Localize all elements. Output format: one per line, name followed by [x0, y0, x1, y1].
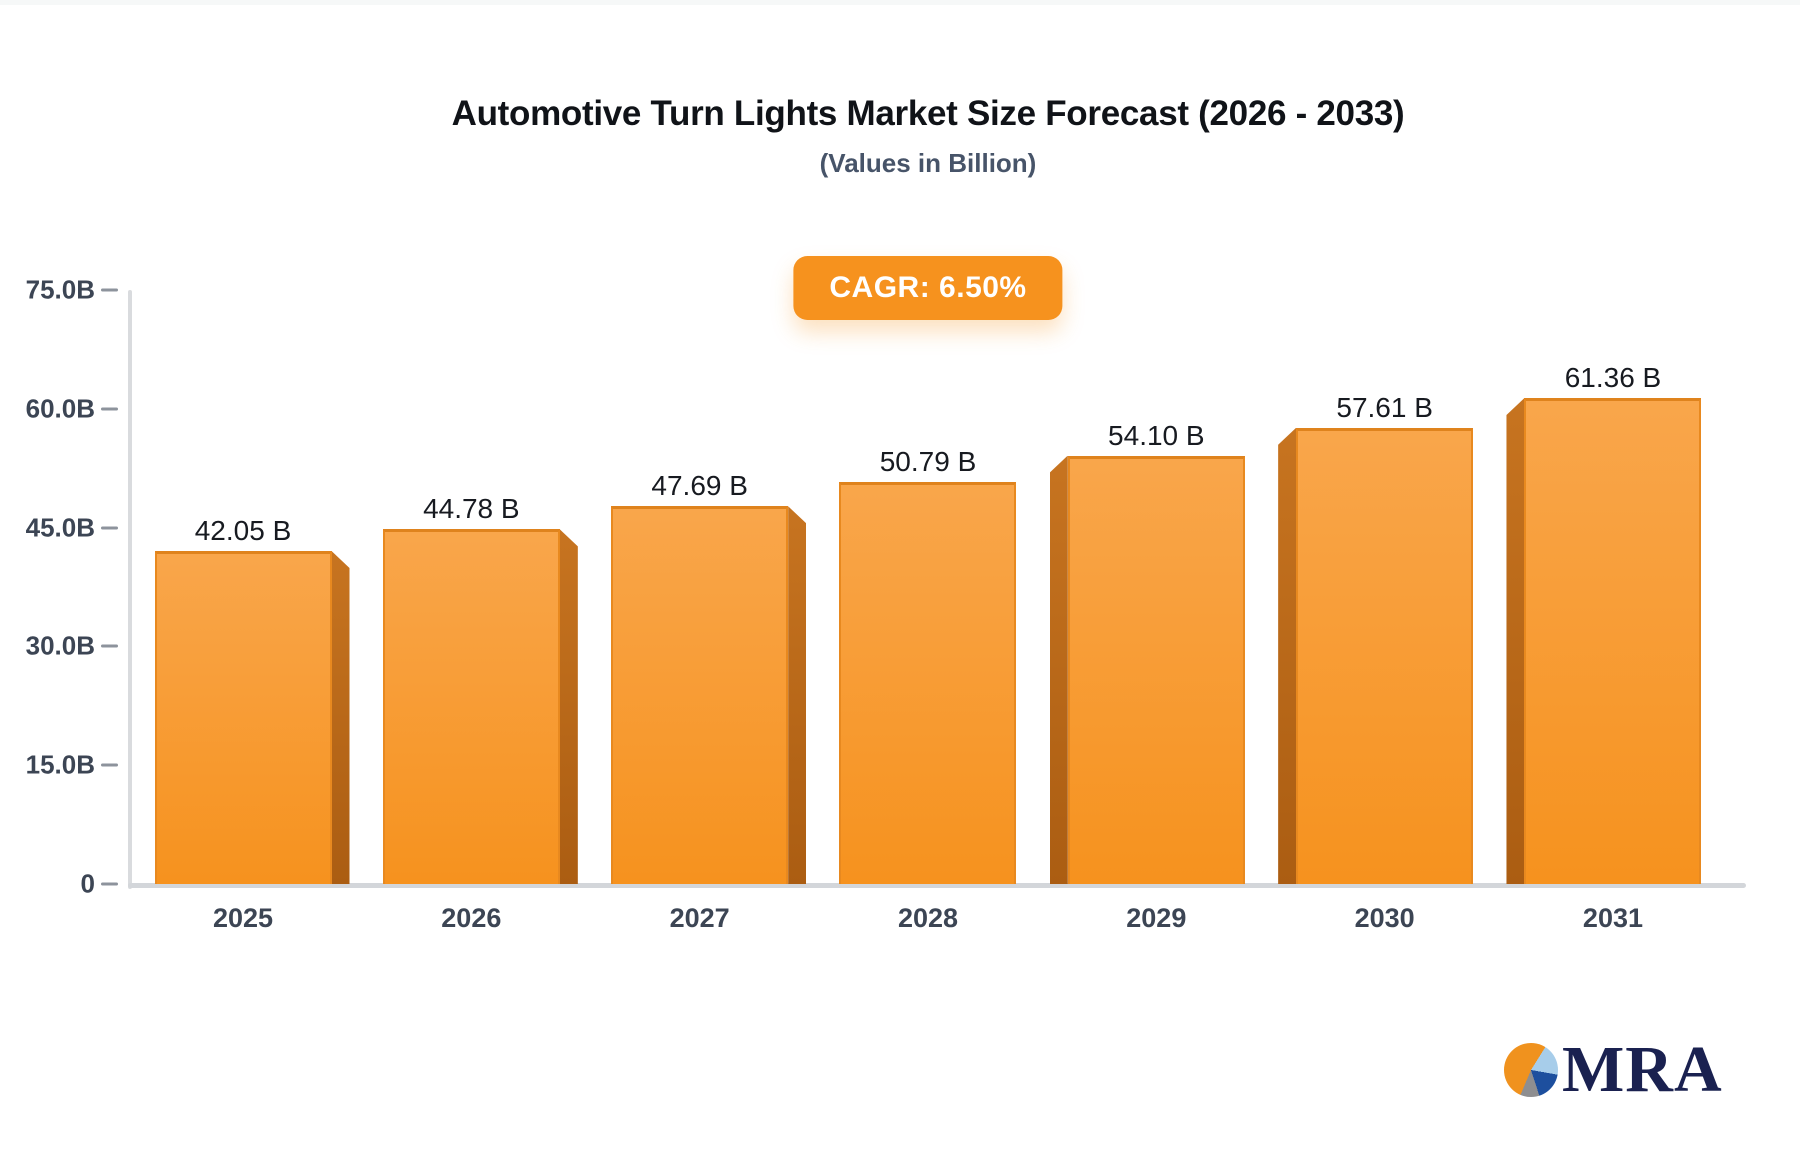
y-tick-label-30.0B: 30.0B: [25, 630, 95, 661]
y-tick-mark: [101, 763, 118, 767]
bar-2027: [611, 506, 789, 884]
y-tick-mark: [101, 644, 118, 648]
y-tick-mark: [101, 407, 118, 411]
bar-value-label-2028: 50.79 B: [879, 445, 977, 477]
y-tick-mark: [101, 288, 118, 292]
bar-value-label-2025: 42.05 B: [194, 514, 292, 546]
y-tick-label-75.0B: 75.0B: [25, 274, 95, 305]
x-axis-label-2025: 2025: [212, 903, 274, 933]
x-axis-label-2028: 2028: [897, 903, 959, 933]
mra-logo: MRA: [1504, 1033, 1723, 1106]
bar-value-label-2026: 44.78 B: [423, 493, 520, 525]
y-tick-mark: [101, 882, 118, 886]
bar-value-label-2031: 61.36 B: [1564, 362, 1662, 394]
bar-2031: [1524, 398, 1702, 884]
y-tick-label-45.0B: 45.0B: [25, 512, 95, 543]
bar-side-face-2030: [1278, 427, 1297, 884]
bar-side-face-2029: [1049, 455, 1068, 884]
x-axis-label-2029: 2029: [1126, 903, 1187, 933]
x-axis-label-2027: 2027: [669, 903, 730, 933]
bar-2029: [1067, 455, 1245, 884]
y-tick-mark: [101, 526, 118, 530]
bar-value-label-2029: 54.10 B: [1108, 419, 1205, 451]
top-edge-strip: [0, 0, 1800, 5]
bar-2026: [382, 529, 560, 884]
x-axis-label-2026: 2026: [441, 903, 502, 933]
y-tick-label-15.0B: 15.0B: [25, 749, 95, 780]
bar-side-face-2027: [788, 506, 807, 884]
bar-side-face-2025: [331, 550, 350, 884]
cagr-badge: CAGR: 6.50%: [793, 256, 1063, 320]
bar-value-label-2027: 47.69 B: [651, 470, 748, 502]
bar-side-face-2031: [1506, 398, 1525, 884]
chart-subtitle: (Values in Billion): [819, 148, 1037, 178]
bar-value-label-2030: 57.61 B: [1336, 391, 1433, 423]
pie-chart-logo-icon: [1504, 1043, 1558, 1097]
logo-text: MRA: [1562, 1033, 1723, 1106]
bar-side-face-2026: [559, 529, 578, 884]
x-axis-baseline: [128, 883, 1746, 888]
y-tick-label-0: 0: [80, 868, 95, 899]
y-axis-line: [128, 290, 132, 889]
bar-2030: [1296, 427, 1474, 884]
chart-title: Automotive Turn Lights Market Size Forec…: [451, 94, 1405, 133]
bar-2028: [839, 481, 1017, 884]
x-axis-label-2031: 2031: [1582, 903, 1643, 933]
x-axis-label-2030: 2030: [1354, 903, 1415, 933]
y-tick-label-60.0B: 60.0B: [25, 393, 95, 424]
bar-2025: [154, 550, 332, 884]
